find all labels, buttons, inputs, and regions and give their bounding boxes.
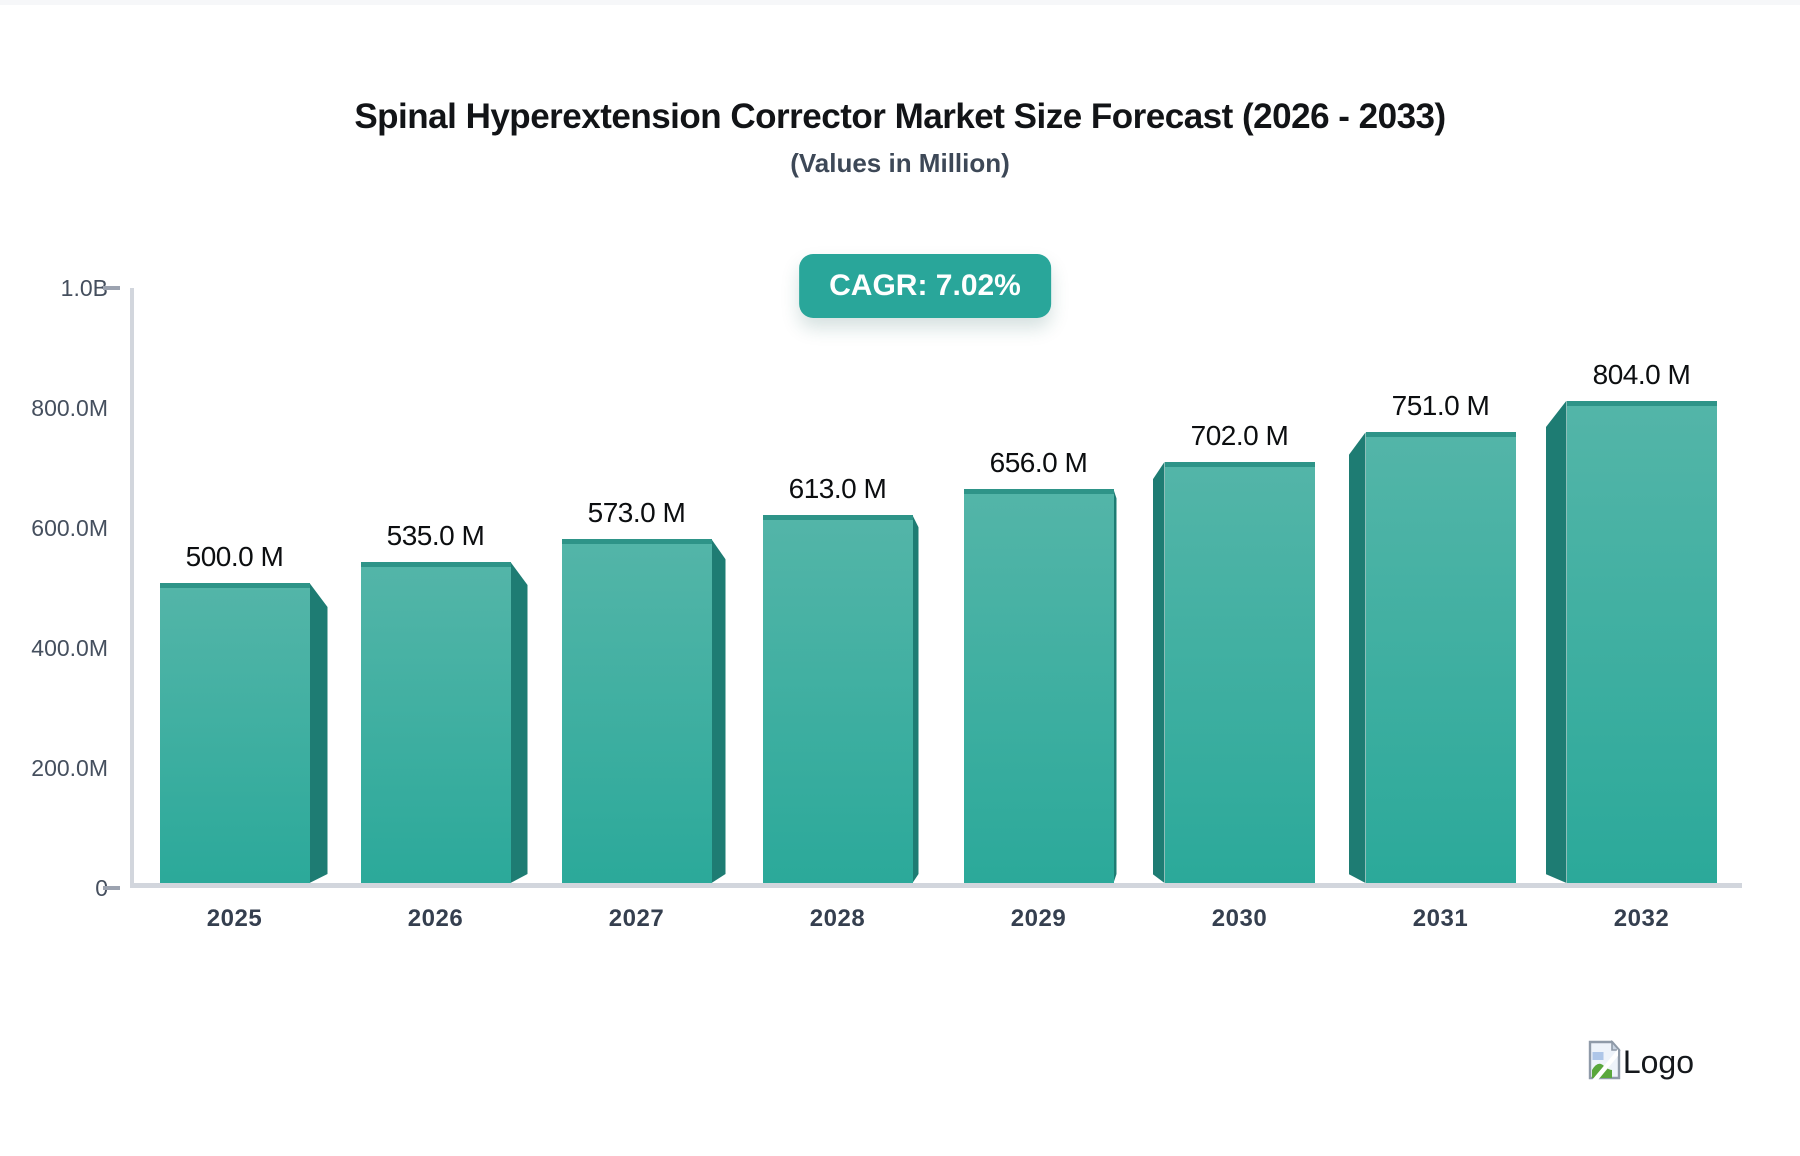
bars-container: 500.0 M 2025 535.0 M 2026 573.0 M 2027 613.0 M… xyxy=(134,288,1742,932)
bar-value-label: 573.0 M xyxy=(587,497,686,529)
y-axis-tick-mark xyxy=(103,886,120,890)
bar-2028: 613.0 M xyxy=(762,473,913,883)
bar-value-label: 804.0 M xyxy=(1592,358,1691,390)
bar-group-2028: 613.0 M 2028 xyxy=(737,288,938,932)
bar-group-2031: 751.0 M 2031 xyxy=(1340,288,1541,932)
y-axis-tick-label: 600.0M xyxy=(31,515,108,541)
chart-subtitle: (Values in Million) xyxy=(790,148,1010,178)
bar-face xyxy=(159,583,310,883)
bar-3d-side xyxy=(913,515,919,883)
y-axis-tick-label: 200.0M xyxy=(31,755,108,781)
bar-face xyxy=(360,562,511,883)
bar-2032: 804.0 M xyxy=(1566,359,1717,883)
x-axis-label-2031: 2031 xyxy=(1412,905,1469,932)
x-axis-label-2030: 2030 xyxy=(1211,905,1268,932)
bar-face xyxy=(1365,432,1516,883)
bar-3d-side xyxy=(712,539,726,883)
y-axis-tick-label: 0 xyxy=(95,875,108,901)
bar-group-2026: 535.0 M 2026 xyxy=(335,288,536,932)
bar-face xyxy=(561,539,712,883)
x-axis-label-2028: 2028 xyxy=(809,905,866,932)
bar-3d-side xyxy=(1114,489,1117,883)
bar-value-label: 500.0 M xyxy=(185,541,284,572)
top-band xyxy=(0,0,1800,5)
bar-3d-side xyxy=(1546,401,1567,883)
y-axis-tick-label: 800.0M xyxy=(31,395,108,421)
bar-2030: 702.0 M xyxy=(1164,420,1315,883)
bar-face xyxy=(1566,400,1717,883)
bar-value-label: 535.0 M xyxy=(386,520,485,551)
plot-area: 0 200.0M 400.0M 600.0M 800.0M 1.0B 500.0 M 202… xyxy=(31,275,1742,932)
bar-2031: 751.0 M xyxy=(1365,390,1516,883)
bar-face xyxy=(963,489,1114,883)
x-axis-label-2029: 2029 xyxy=(1010,905,1067,932)
bar-3d-side xyxy=(511,562,528,883)
y-axis-tick-mark xyxy=(103,286,120,290)
bar-2026: 535.0 M xyxy=(360,520,511,883)
bar-group-2030: 702.0 M 2030 xyxy=(1139,288,1340,932)
y-axis-tick-label: 400.0M xyxy=(31,635,108,661)
logo: Logo xyxy=(1588,1040,1694,1084)
chart-title: Spinal Hyperextension Corrector Market S… xyxy=(354,97,1446,136)
bar-3d-side xyxy=(1349,432,1366,883)
y-axis-tick-label: 1.0B xyxy=(60,275,108,301)
x-axis-label-2027: 2027 xyxy=(608,905,665,932)
bar-value-label: 656.0 M xyxy=(989,447,1088,479)
bar-face xyxy=(1164,461,1315,883)
bar-group-2029: 656.0 M 2029 xyxy=(938,288,1139,932)
bar-value-label: 702.0 M xyxy=(1190,419,1289,451)
x-axis-label-2025: 2025 xyxy=(206,905,263,932)
x-axis-label-2032: 2032 xyxy=(1613,905,1670,932)
bar-2029: 656.0 M xyxy=(963,447,1117,883)
x-axis-label-2026: 2026 xyxy=(407,905,464,932)
logo-alt-text: Logo xyxy=(1622,1044,1694,1080)
bar-group-2025: 500.0 M 2025 xyxy=(134,288,335,932)
bar-group-2032: 804.0 M 2032 xyxy=(1541,288,1742,932)
bar-3d-side xyxy=(1153,462,1165,883)
cagr-label: CAGR: 7.02% xyxy=(829,269,1021,302)
bar-3d-side xyxy=(310,583,328,883)
bar-2025: 500.0 M xyxy=(159,541,310,883)
bar-face xyxy=(762,515,913,883)
bar-group-2027: 573.0 M 2027 xyxy=(536,288,737,932)
bar-2027: 573.0 M xyxy=(561,497,712,883)
bar-value-label: 613.0 M xyxy=(788,473,887,505)
cagr-badge: CAGR: 7.02% xyxy=(799,254,1051,318)
broken-image-icon xyxy=(1588,1040,1621,1080)
bar-value-label: 751.0 M xyxy=(1391,390,1490,422)
